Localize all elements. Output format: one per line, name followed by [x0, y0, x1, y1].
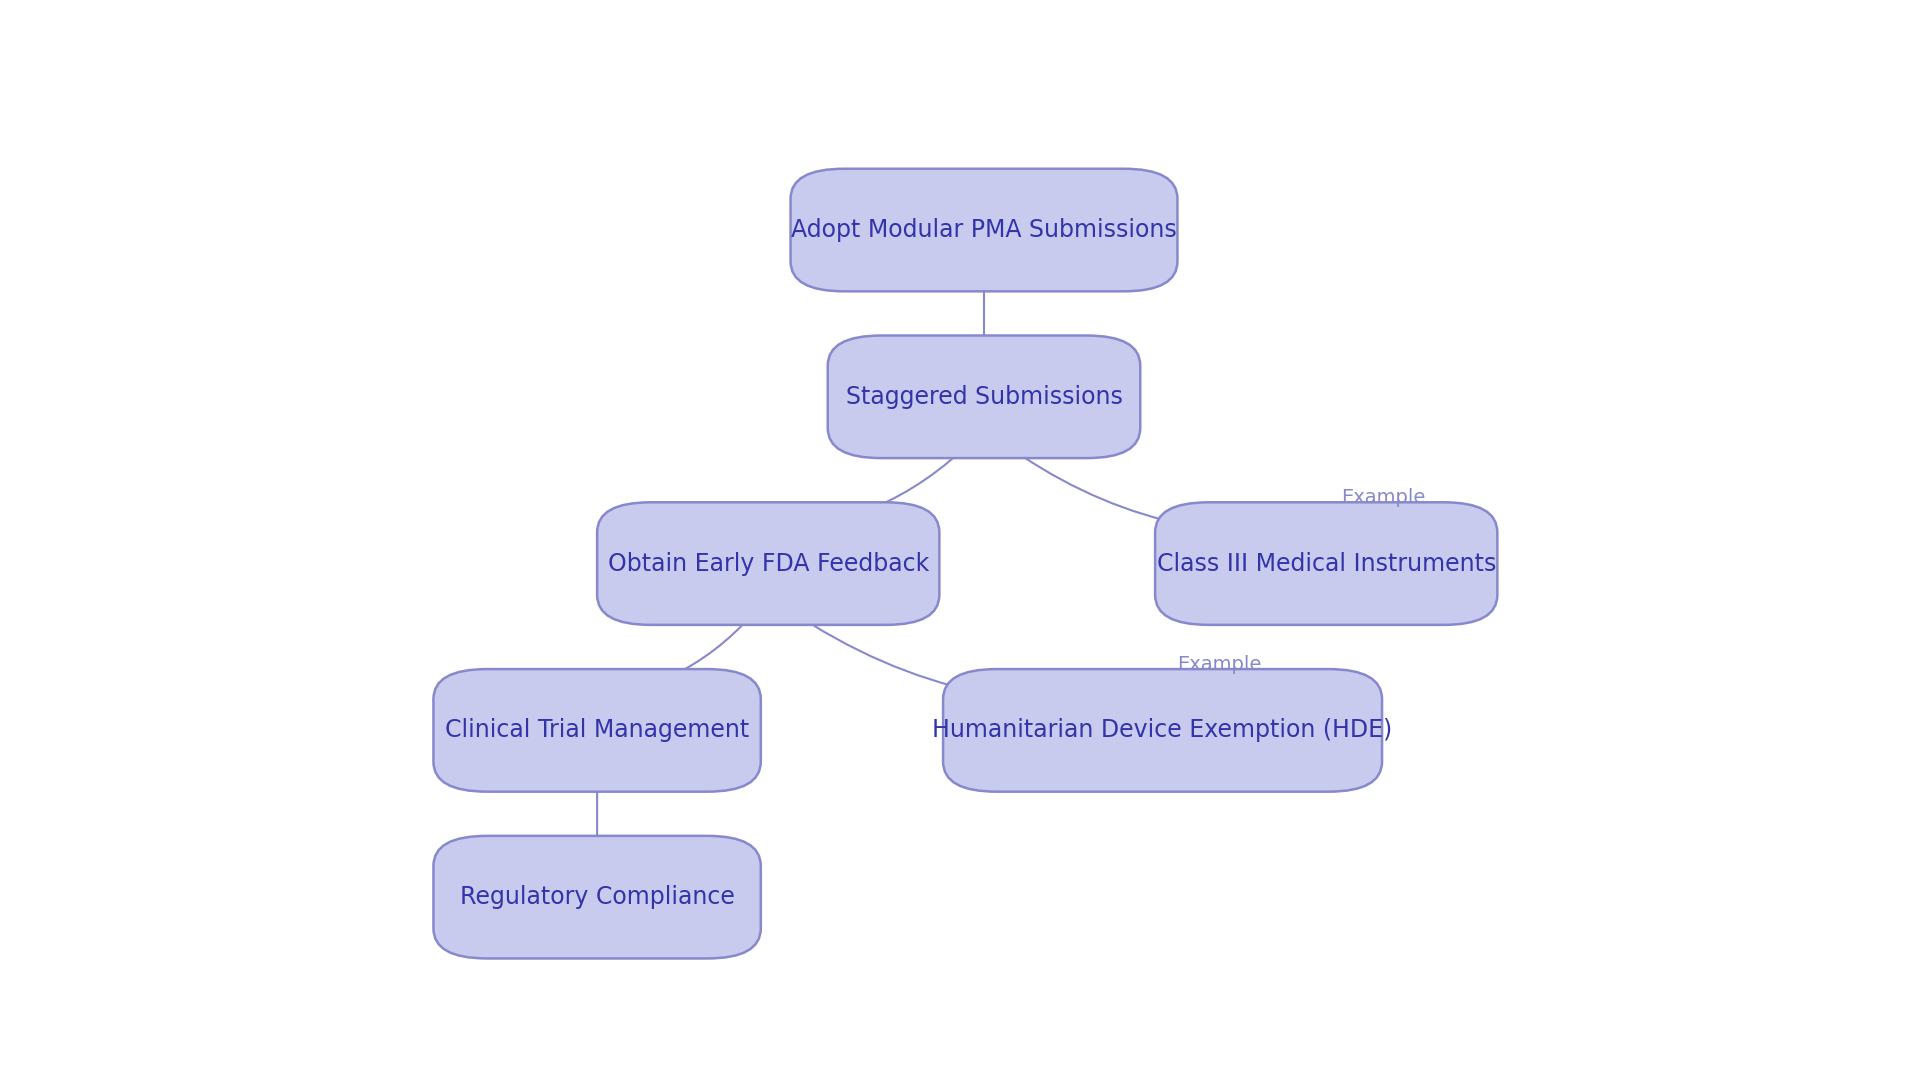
FancyBboxPatch shape	[597, 503, 939, 625]
FancyBboxPatch shape	[828, 336, 1140, 458]
FancyBboxPatch shape	[434, 669, 760, 792]
FancyBboxPatch shape	[943, 669, 1382, 792]
Text: Regulatory Compliance: Regulatory Compliance	[459, 885, 735, 909]
Text: Staggered Submissions: Staggered Submissions	[845, 384, 1123, 408]
Text: Example: Example	[1177, 655, 1261, 674]
Text: Class III Medical Instruments: Class III Medical Instruments	[1156, 551, 1496, 575]
Text: Humanitarian Device Exemption (HDE): Humanitarian Device Exemption (HDE)	[933, 718, 1392, 742]
Text: Obtain Early FDA Feedback: Obtain Early FDA Feedback	[607, 551, 929, 575]
FancyBboxPatch shape	[434, 836, 760, 958]
Text: Example: Example	[1340, 488, 1425, 507]
FancyBboxPatch shape	[791, 169, 1177, 291]
FancyBboxPatch shape	[1156, 503, 1498, 625]
Text: Adopt Modular PMA Submissions: Adopt Modular PMA Submissions	[791, 218, 1177, 242]
Text: Clinical Trial Management: Clinical Trial Management	[445, 718, 749, 742]
